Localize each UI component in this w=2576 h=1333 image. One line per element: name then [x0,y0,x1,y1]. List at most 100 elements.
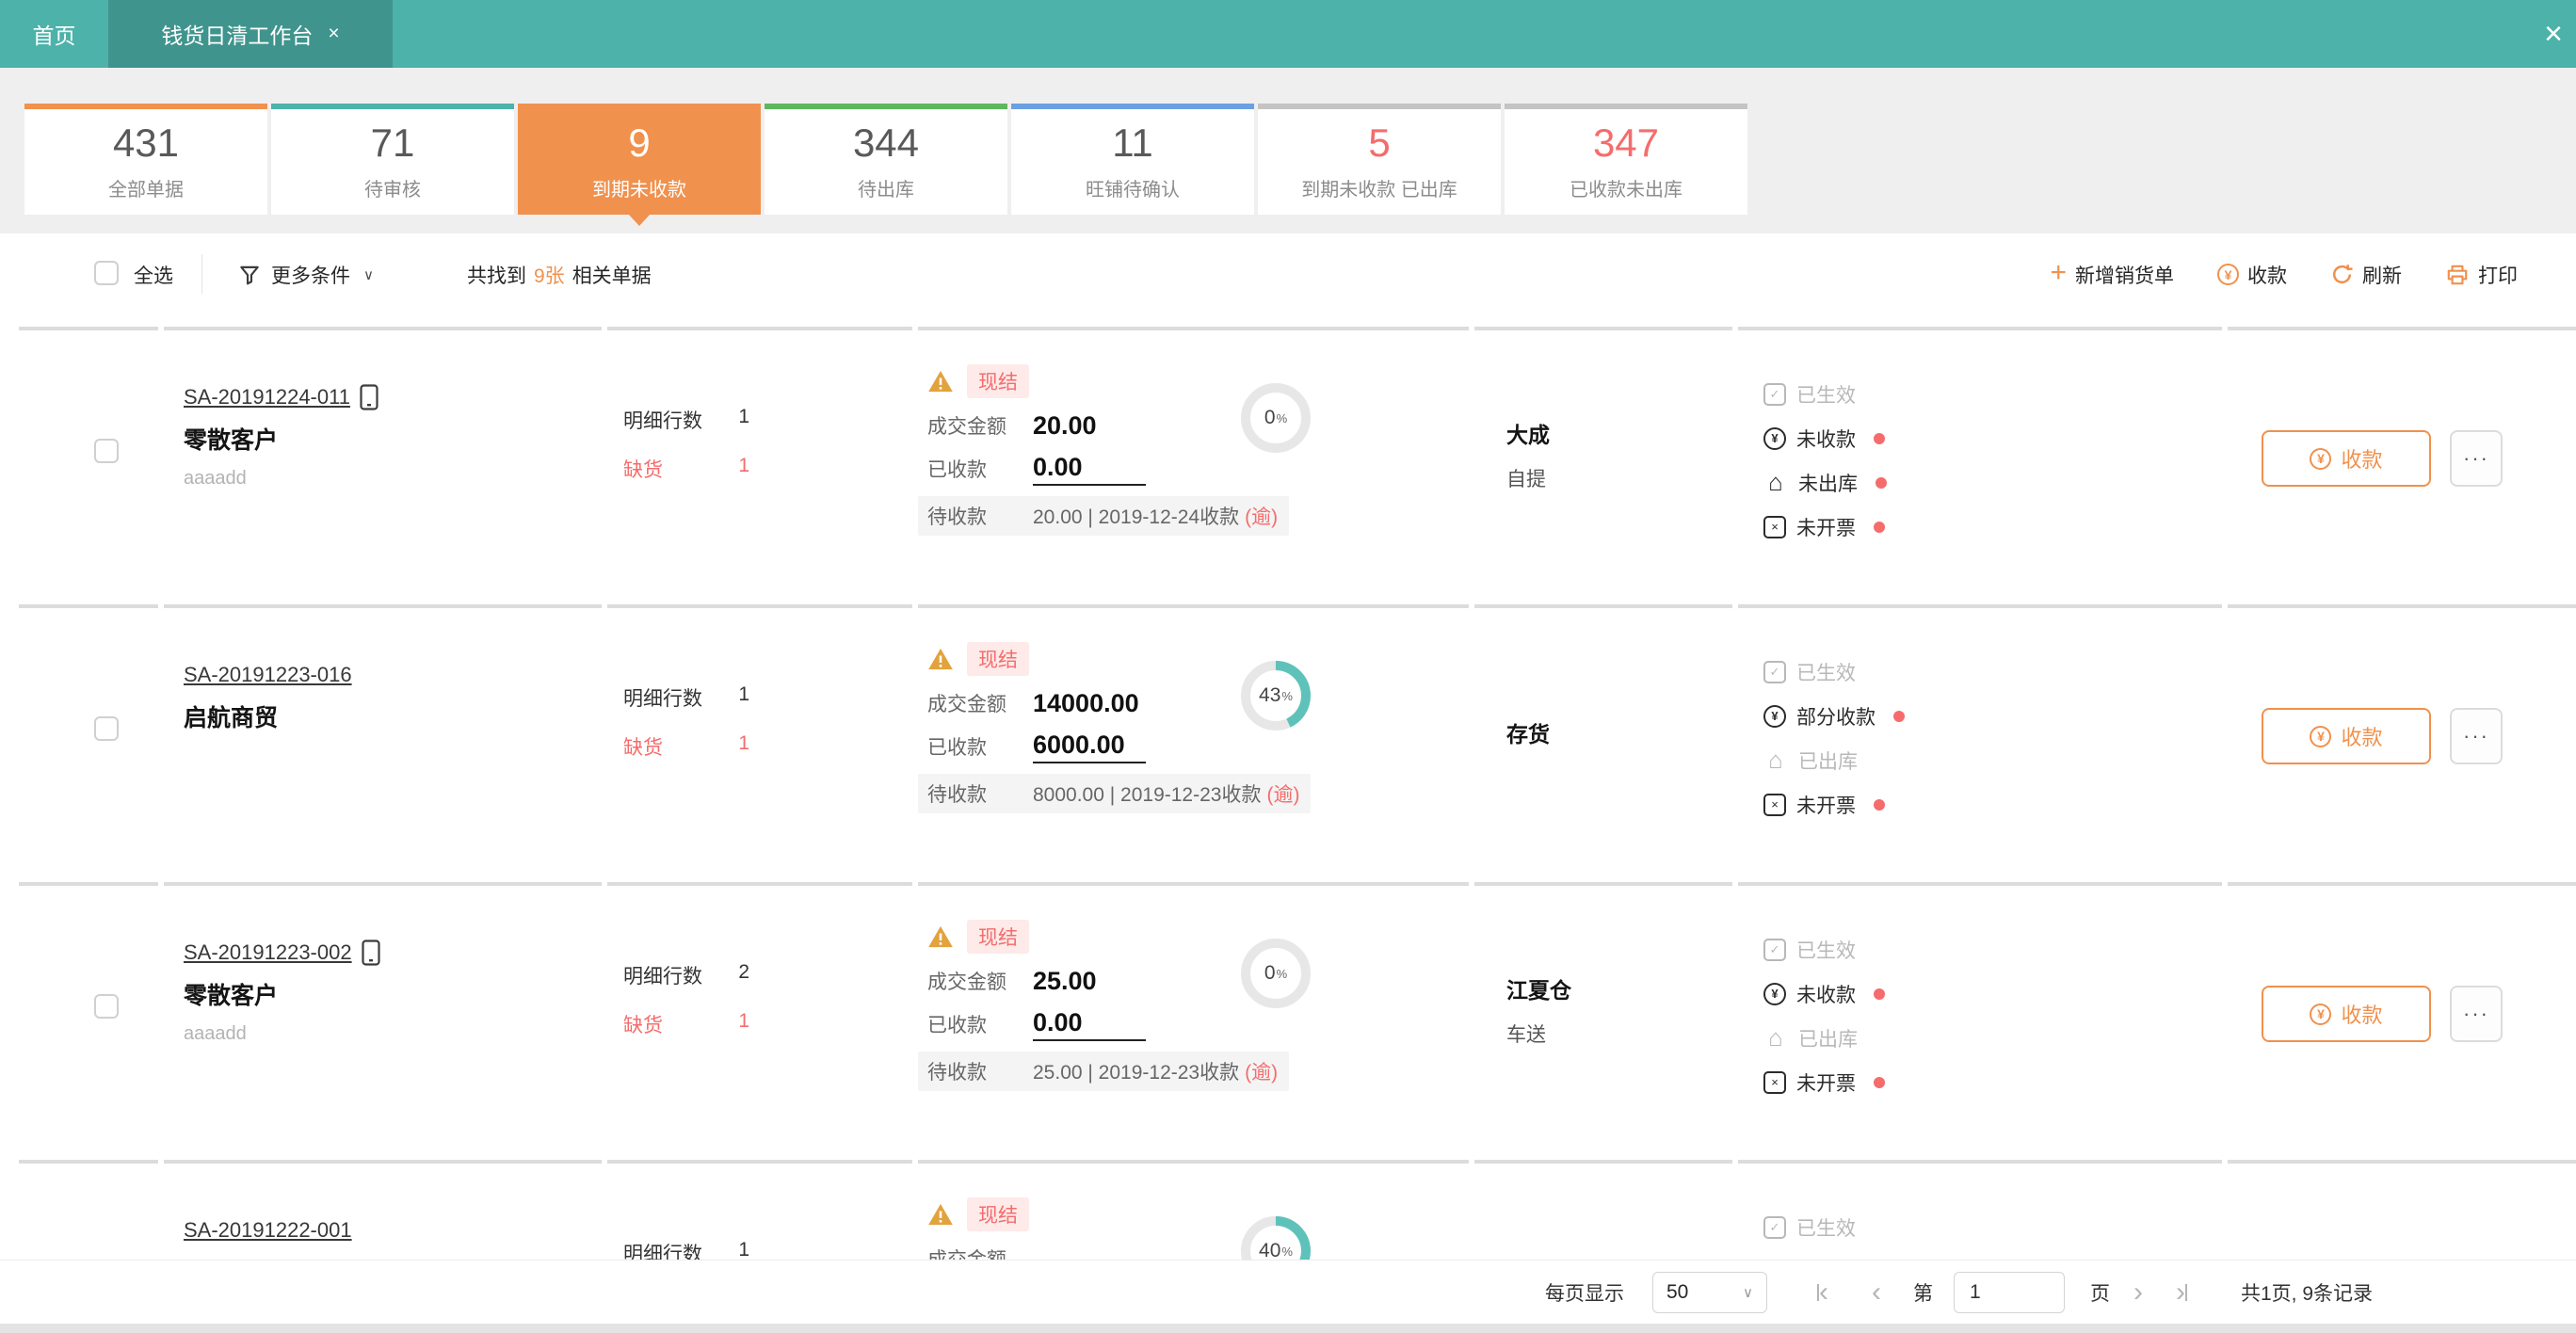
stat-card-5[interactable]: 5 到期未收款 已出库 [1258,104,1501,215]
row-more-button[interactable]: ··· [2450,708,2503,764]
first-page-button[interactable]: ‹ [1817,1277,1828,1308]
row-receive-button[interactable]: ¥ 收款 [2262,986,2431,1042]
yen-badge-icon: ¥ [2310,725,2332,747]
shortage-count: 1 [738,732,749,754]
customer-name: 启航商贸 [184,705,279,731]
row-checkbox[interactable] [94,439,119,463]
refresh-icon [2332,265,2353,284]
table-row: SA-20191224-011 零散客户 aaaadd 明细行数 1 缺货 1 … [0,315,2576,593]
shortage-label: 缺货 [623,737,663,759]
progress-ring [1241,1216,1311,1260]
amount-label: 成交金额 [927,416,1006,438]
stat-value: 344 [852,120,920,165]
stat-card-1[interactable]: 71 待审核 [271,104,514,215]
order-link[interactable]: SA-20191223-016 [184,663,352,686]
received-label: 已收款 [927,459,987,481]
house-out-icon: ⌂ [1768,468,1783,496]
tab-close-icon[interactable]: × [328,23,340,44]
chevron-down-icon: ∨ [363,266,374,283]
alert-dot [1874,432,1885,444]
order-link[interactable]: SA-20191223-002 [184,940,352,964]
status-item: × 未开票 [1763,782,1905,827]
alert-dot [1874,1076,1885,1088]
table-row: SA-20191222-001 明细行数 1 现结 成交金额 40% ✓ 已生效 [0,1148,2576,1260]
status-column: ✓ 已生效 [1763,1205,1856,1249]
row-checkbox[interactable] [94,716,119,741]
order-column: SA-20191224-011 零散客户 aaaadd [184,383,588,492]
alert-dot [1876,476,1887,489]
detail-lines-count: 1 [738,683,749,705]
order-note: aaaadd [184,468,247,489]
status-label: 未收款 [1796,984,1856,1006]
status-label: 已生效 [1796,940,1856,962]
more-filters-button[interactable]: 更多条件 ∨ [237,233,374,315]
received-value[interactable]: 6000.00 [1033,731,1146,763]
overdue-tag: (逾) [1245,1062,1279,1084]
status-item: ⌂ 已出库 [1763,738,1905,782]
stat-card-4[interactable]: 11 旺铺待确认 [1011,104,1254,215]
stat-card-0[interactable]: 431 全部单据 [24,104,267,215]
row-receive-button[interactable]: ¥ 收款 [2262,708,2431,764]
status-item: × 未开票 [1763,505,1887,549]
money-column: 现结 成交金额 25.00 已收款 0.00 待收款 25.00 | 2019-… [918,920,1290,1091]
received-value[interactable]: 0.00 [1033,1008,1146,1041]
row-receive-label: 收款 [2341,448,2383,472]
pending-label: 待收款 [927,1062,987,1084]
receive-payment-button[interactable]: ¥ 收款 [2217,261,2287,289]
received-value[interactable]: 0.00 [1033,453,1146,486]
pending-value: 20.00 | 2019-12-24收款 [1033,506,1240,528]
page-suffix-label: 页 [2090,1283,2110,1305]
stat-card-3[interactable]: 344 待出库 [765,104,1007,215]
stat-value: 5 [1368,120,1391,165]
phone-icon [361,940,380,966]
invoice-icon: × [1763,1070,1786,1094]
prev-page-button[interactable]: ‹ [1872,1277,1881,1308]
select-all-checkbox[interactable] [94,261,119,285]
progress-percent: 40% [1259,1240,1293,1260]
status-item: ⌂ 已出库 [1763,1016,1885,1060]
status-item: ✓ 已生效 [1763,372,1887,416]
progress-ring [1241,383,1311,453]
status-item: ✓ 已生效 [1763,1205,1856,1249]
row-more-button[interactable]: ··· [2450,986,2503,1042]
refresh-button[interactable]: 刷新 [2330,261,2402,289]
warehouse-column: 大成 自提 [1506,315,1723,593]
order-link[interactable]: SA-20191222-001 [184,1218,352,1242]
status-label: 未出库 [1798,473,1858,495]
row-checkbox[interactable] [94,994,119,1019]
progress-ring [1241,939,1311,1008]
stat-label: 待审核 [364,179,421,201]
money-column: 现结 成交金额 [927,1197,1033,1260]
next-page-button[interactable]: › [2133,1277,2143,1308]
window-close-icon[interactable]: × [2544,15,2563,52]
tab-home[interactable]: 首页 [0,0,108,68]
pending-label: 待收款 [927,506,987,528]
shortage-count: 1 [738,455,749,476]
status-item: ✓ 已生效 [1763,927,1885,972]
tab-workbench[interactable]: 钱货日清工作台 × [108,0,393,68]
progress-percent: 43% [1259,684,1293,706]
stat-card-6[interactable]: 347 已收款未出库 [1505,104,1747,215]
collection-progress: 40% [1239,1214,1312,1260]
alert-dot [1874,521,1885,533]
settle-badge: 现结 [967,920,1029,954]
yen-badge-icon: ¥ [1763,426,1786,450]
add-sales-order-button[interactable]: + 新增销货单 [2050,259,2174,289]
found-prefix: 共找到 [467,265,526,287]
detail-lines-label: 明细行数 [623,410,702,432]
page-number-input[interactable] [1954,1272,2065,1313]
check-tag-icon: ✓ [1763,938,1786,961]
status-label: 未开票 [1796,517,1856,539]
shortage-label: 缺货 [623,1015,663,1036]
print-button[interactable]: 打印 [2445,261,2518,289]
pending-value: 25.00 | 2019-12-23收款 [1033,1062,1240,1084]
stat-card-2[interactable]: 9 到期未收款 [518,104,761,226]
check-tag-icon: ✓ [1763,1215,1786,1239]
order-link[interactable]: SA-20191224-011 [184,385,350,409]
last-page-button[interactable]: › [2176,1277,2187,1308]
money-column: 现结 成交金额 14000.00 已收款 6000.00 待收款 8000.00… [918,642,1312,813]
order-note: aaaadd [184,1023,247,1044]
per-page-select[interactable]: 50 ∨ [1652,1272,1767,1313]
row-more-button[interactable]: ··· [2450,430,2503,487]
row-receive-button[interactable]: ¥ 收款 [2262,430,2431,487]
